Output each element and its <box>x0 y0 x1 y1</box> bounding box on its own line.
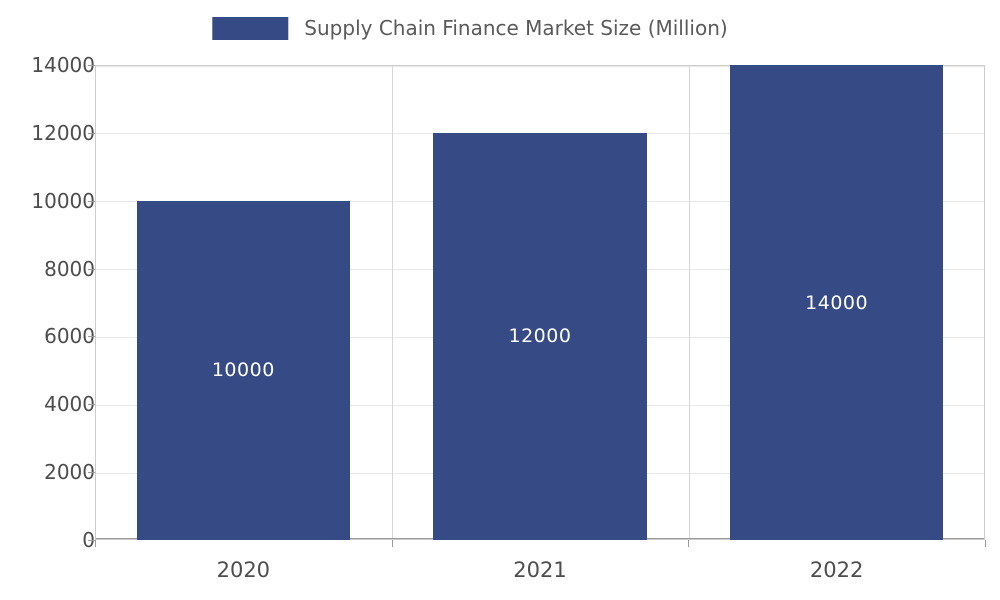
y-axis-tick-mark <box>88 540 95 541</box>
legend-label: Supply Chain Finance Market Size (Millio… <box>304 16 728 40</box>
x-axis-tick-mark <box>391 540 393 547</box>
legend-swatch <box>212 16 289 40</box>
bar-value-label: 12000 <box>508 325 572 348</box>
gridline-vertical <box>688 66 690 539</box>
y-axis-tick-label: 8000 <box>44 256 95 281</box>
bar-value-label: 14000 <box>805 291 869 314</box>
bar-2022: 14000 <box>729 65 944 540</box>
y-axis-tick-mark <box>88 65 95 66</box>
y-axis-tick-label: 4000 <box>44 392 95 417</box>
y-axis-tick-label: 2000 <box>44 460 95 485</box>
y-axis-tick-mark <box>88 200 95 202</box>
x-axis-category-label: 2020 <box>216 558 271 582</box>
y-axis-tick-mark <box>88 268 95 270</box>
y-axis-tick-mark <box>88 404 95 406</box>
x-axis-category-label: 2022 <box>809 558 864 582</box>
y-axis-tick-mark <box>88 132 95 134</box>
x-axis-category-label: 2021 <box>513 558 567 582</box>
y-axis-tick-label: 6000 <box>44 324 95 349</box>
gridline-horizontal <box>96 65 984 67</box>
bar-2021: 12000 <box>433 132 647 540</box>
x-axis-tick-mark <box>95 540 96 547</box>
bar-value-label: 10000 <box>211 359 275 382</box>
bar-2020: 10000 <box>136 200 351 540</box>
y-axis-tick-mark <box>88 336 95 338</box>
y-axis-tick-mark <box>88 472 95 474</box>
y-axis-tick-label: 14000 <box>31 53 95 77</box>
y-axis-tick-label: 10000 <box>31 188 95 213</box>
legend: Supply Chain Finance Market Size (Millio… <box>212 16 728 40</box>
gridline-vertical <box>392 66 394 539</box>
x-axis-tick-mark <box>688 540 690 547</box>
y-axis-tick-label: 12000 <box>31 120 95 145</box>
x-axis-tick-mark <box>985 540 986 547</box>
